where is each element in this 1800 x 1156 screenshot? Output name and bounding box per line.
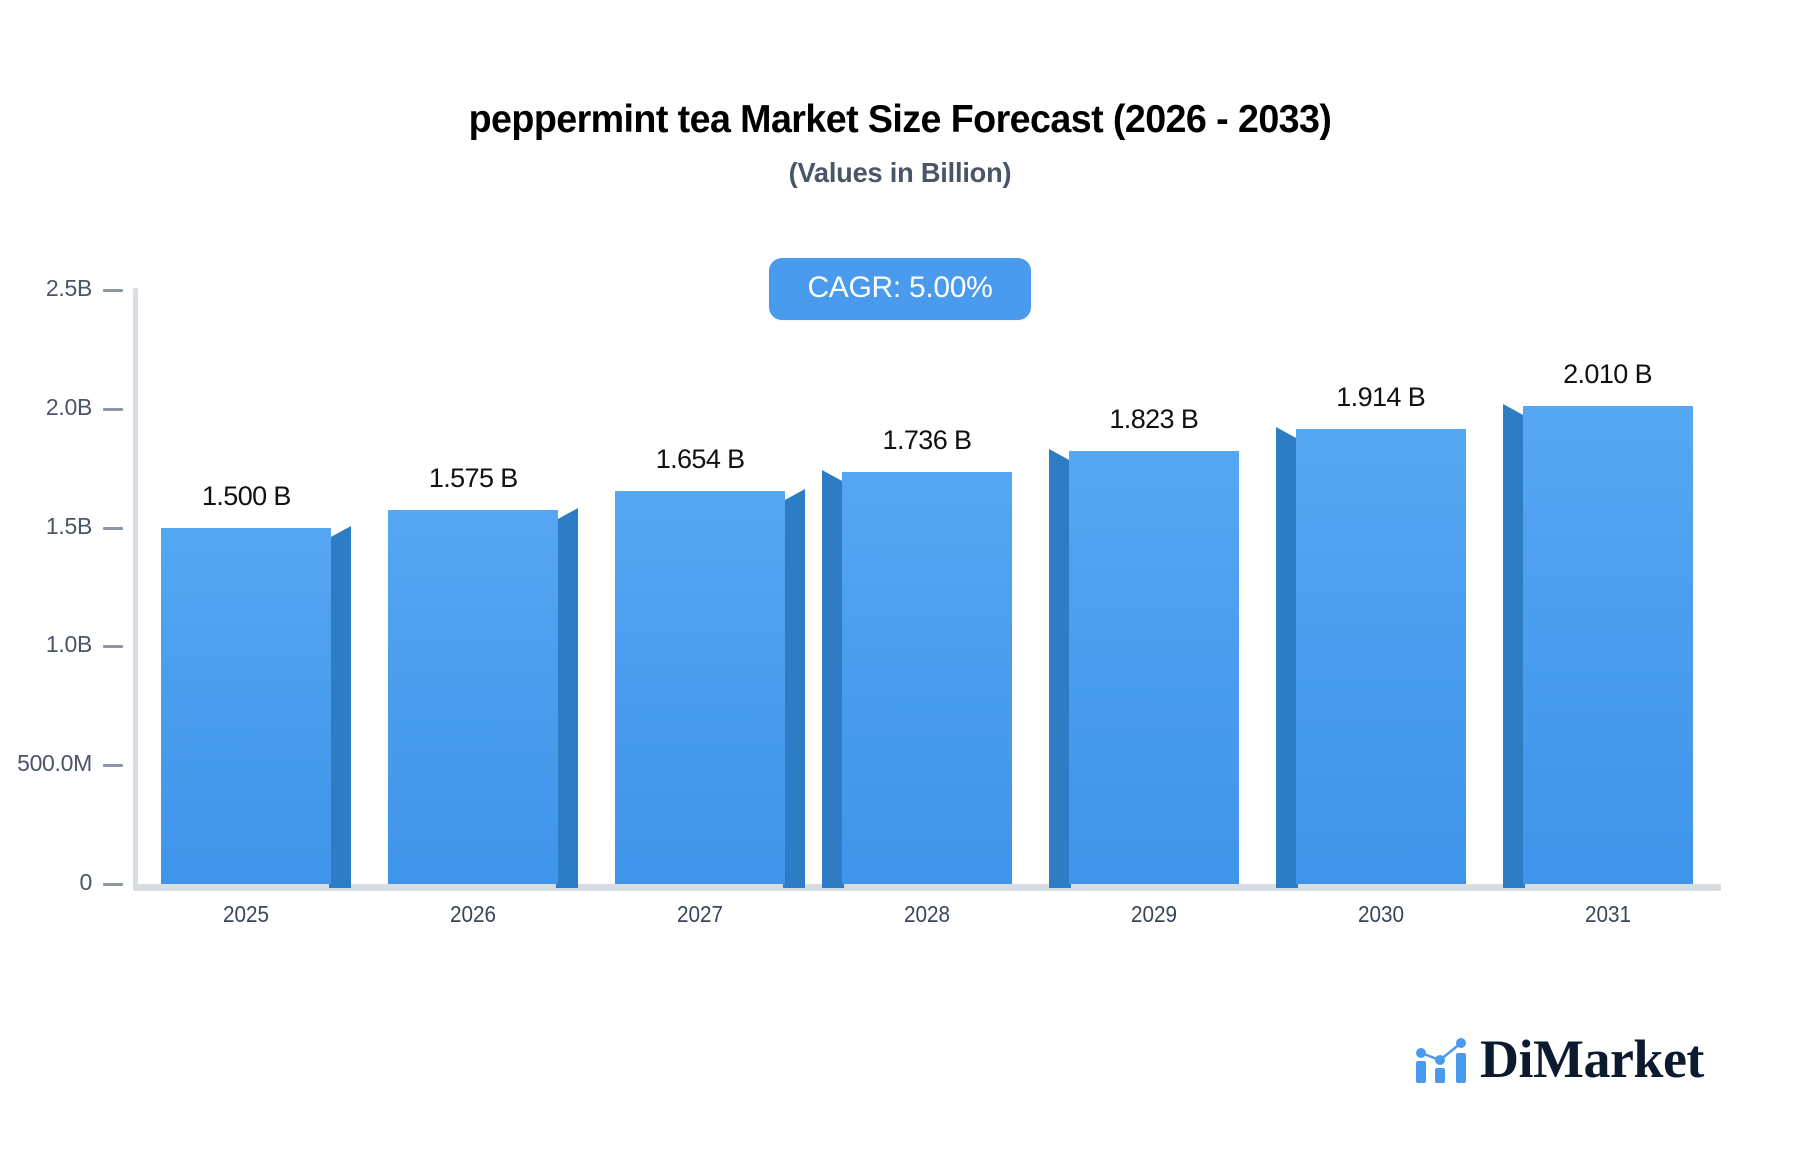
y-axis-tick-label: 500.0M — [17, 750, 92, 777]
bar-front-face — [842, 472, 1012, 884]
logo-text: DiMarket — [1480, 1029, 1704, 1089]
bar-value-label: 2.010 B — [1563, 359, 1652, 389]
y-axis-tick-mark — [103, 526, 123, 530]
bar-front-face — [615, 491, 785, 884]
x-axis-line — [133, 884, 1721, 891]
chart-subtitle: (Values in Billion) — [788, 156, 1012, 188]
cagr-badge: CAGR: 5.00% — [769, 258, 1031, 320]
bar-value-label: 1.654 B — [655, 444, 745, 474]
cagr-badge-container: CAGR: 5.00% — [0, 258, 1800, 320]
dimarket-logo: DiMarket — [1415, 1032, 1704, 1086]
bar-front-face — [1296, 429, 1466, 884]
bar-side-face — [556, 520, 578, 888]
bar-top-bevel — [556, 508, 578, 520]
y-axis-tick-mark — [103, 883, 123, 886]
bar-value-label: 1.575 B — [428, 463, 518, 493]
bar-value-label: 1.500 B — [201, 481, 291, 511]
bar-side-face — [1049, 461, 1071, 888]
bar-side-face — [1503, 416, 1525, 888]
x-axis-label: 2028 — [903, 901, 951, 927]
y-axis-tick-label: 1.0B — [45, 631, 92, 658]
y-axis-line — [133, 288, 138, 888]
y-axis-tick-mark — [103, 289, 123, 292]
bar-front-face — [161, 528, 331, 884]
y-axis-tick-label: 2.5B — [45, 275, 92, 301]
bar-chart-logo-icon — [1416, 1038, 1466, 1083]
bar-side-face — [1276, 439, 1298, 888]
x-axis-label: 2025 — [223, 901, 270, 927]
bar-value-label: 1.914 B — [1336, 382, 1426, 412]
bar-front-face — [1069, 451, 1239, 884]
bar-front-face — [388, 510, 558, 884]
x-axis-label: 2026 — [450, 901, 497, 927]
y-axis-tick-mark — [103, 764, 123, 768]
y-axis-tick-label: 1.5B — [45, 512, 92, 539]
y-axis-tick-mark — [103, 645, 123, 649]
x-axis-label: 2027 — [677, 901, 724, 927]
bar-front-face — [1523, 406, 1693, 884]
chart-header: peppermint tea Market Size Forecast (202… — [0, 98, 1800, 189]
bar-top-bevel — [329, 526, 351, 538]
x-axis-label: 2031 — [1584, 901, 1631, 927]
y-axis-tick-label: 0 — [79, 869, 93, 895]
x-axis-label: 2029 — [1130, 901, 1177, 927]
page-title: peppermint tea Market Size Forecast (202… — [468, 98, 1332, 141]
bar-side-face — [822, 482, 844, 888]
bar-value-label: 1.736 B — [882, 425, 972, 455]
bar-value-label: 1.823 B — [1109, 404, 1199, 434]
y-axis-tick-label: 2.0B — [45, 393, 92, 420]
bar-top-bevel — [783, 489, 805, 501]
y-axis-tick-mark — [103, 407, 123, 411]
x-axis-label: 2030 — [1357, 901, 1404, 927]
bar-side-face — [783, 501, 805, 888]
bar-side-face — [329, 538, 351, 888]
